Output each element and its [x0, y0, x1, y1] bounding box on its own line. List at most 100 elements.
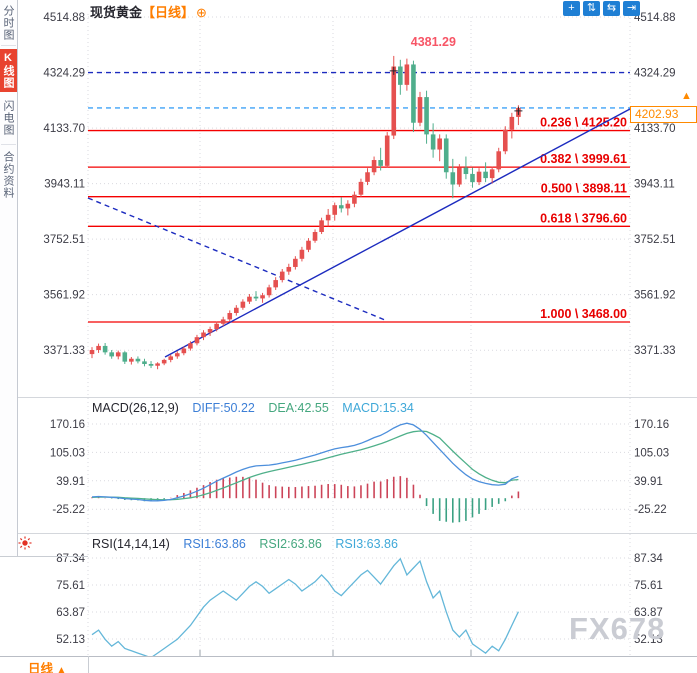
candle [214, 321, 219, 332]
candle [371, 156, 377, 176]
candle [424, 90, 429, 144]
svg-text:3943.11: 3943.11 [44, 179, 85, 191]
candle [489, 166, 495, 184]
add-compare-icon[interactable]: ⊕ [196, 5, 207, 20]
candle [378, 147, 383, 171]
candle [142, 358, 147, 367]
grid-layer [87, 14, 631, 656]
svg-text:4324.29: 4324.29 [43, 68, 85, 80]
candle [312, 229, 318, 243]
candle [384, 132, 390, 168]
axis-labels-layer: 4514.88 4514.88 4324.29 4324.29 4133.70 4133.… [43, 12, 675, 646]
macd-legend: MACD(26,12,9) DIFF:50.22 DEA:42.55 MACD:… [92, 401, 414, 415]
candle [483, 162, 488, 183]
scale-right-axis-icon[interactable]: ⇆ [603, 1, 620, 16]
macd-title: MACD(26,12,9) [92, 401, 179, 415]
candle [253, 291, 259, 302]
svg-text:4324.29: 4324.29 [634, 68, 676, 80]
rsi-layer [91, 557, 519, 659]
scroll-to-latest-icon[interactable]: ▲ [681, 90, 692, 102]
svg-text:3371.33: 3371.33 [43, 345, 85, 357]
chevron-up-icon: ▲ [56, 665, 67, 673]
candle [266, 284, 272, 298]
candle [509, 112, 515, 139]
chart-title: 现货黄金【日线】 ⊕ [90, 2, 207, 21]
candle [352, 191, 357, 208]
candle [161, 358, 167, 366]
panel-separator [0, 397, 697, 398]
candle [240, 299, 246, 310]
trendline-layer [87, 108, 631, 358]
sidebar-item-candle-chart[interactable]: K线图 [0, 49, 17, 92]
svg-text:4514.88: 4514.88 [43, 12, 85, 24]
sidebar-item-flash-chart[interactable]: 闪电图 [2, 100, 14, 136]
svg-text:0.618 \ 3796.60: 0.618 \ 3796.60 [540, 211, 627, 225]
chart-toolbar: + ⇅ ⇆ ⇥ [563, 1, 640, 16]
svg-text:52.13: 52.13 [634, 634, 663, 646]
current-price-tag: 4202.93 [630, 106, 697, 123]
svg-text:63.87: 63.87 [634, 607, 663, 619]
candle [293, 256, 298, 270]
svg-text:4133.70: 4133.70 [43, 123, 85, 135]
svg-text:39.91: 39.91 [56, 476, 85, 488]
candle [247, 294, 252, 304]
fib-retracement-layer: 0.236 \ 4125.20 0.382 \ 3999.61 0.500 \ 38… [88, 116, 630, 323]
candle [398, 59, 403, 95]
jump-to-latest-icon[interactable]: ⇥ [623, 1, 640, 16]
svg-text:-25.22: -25.22 [52, 504, 85, 516]
candle [168, 354, 174, 363]
svg-text:87.34: 87.34 [56, 553, 85, 565]
candle [345, 200, 351, 216]
candle [129, 356, 134, 365]
svg-text:75.61: 75.61 [634, 580, 663, 592]
candle [89, 347, 95, 359]
macd-dea-value: DEA:42.55 [268, 401, 329, 415]
candle [443, 134, 449, 179]
candle [365, 168, 370, 186]
svg-text:0.236 \ 4125.20: 0.236 \ 4125.20 [540, 116, 627, 130]
candle [417, 91, 423, 127]
svg-text:4381.29: 4381.29 [411, 35, 456, 49]
scale-left-axis-icon[interactable]: ⇅ [583, 1, 600, 16]
candle [358, 178, 364, 198]
svg-text:3371.33: 3371.33 [634, 345, 676, 357]
candle [96, 343, 101, 353]
rsi-legend: RSI(14,14,14) RSI1:63.86 RSI2:63.86 RSI3… [92, 537, 398, 551]
sidebar-item-contract-info[interactable]: 合约资料 [2, 151, 14, 199]
candle [299, 246, 305, 262]
sidebar-item-time-chart[interactable]: 分时图 [2, 5, 14, 41]
symbol-name: 现货黄金 [90, 5, 143, 20]
candle [273, 277, 278, 290]
candle [450, 158, 456, 199]
candle [404, 58, 410, 91]
svg-text:4133.70: 4133.70 [634, 123, 676, 135]
pan-icon[interactable]: + [563, 1, 580, 16]
rsi3-value: RSI3:63.86 [335, 537, 398, 551]
chart-type-sidebar: 分时图 K线图 闪电图 合约资料 [0, 0, 18, 556]
svg-text:105.03: 105.03 [50, 447, 85, 459]
indicator-settings-icon[interactable] [17, 535, 33, 551]
candle [338, 197, 344, 213]
period-badge: 【日线】 [142, 5, 195, 20]
panel-separator [0, 533, 697, 534]
svg-text:1.000 \ 3468.00: 1.000 \ 3468.00 [540, 307, 627, 321]
candle [470, 167, 475, 188]
period-selector[interactable]: 日线 ▲ [28, 658, 66, 673]
candle [207, 326, 213, 337]
sidebar-divider [1, 144, 16, 145]
candle [102, 343, 108, 355]
candle [411, 60, 416, 133]
sidebar-divider [1, 45, 16, 46]
gutter-separator [0, 556, 88, 557]
candle [286, 263, 292, 275]
svg-text:0.382 \ 3999.61: 0.382 \ 3999.61 [540, 152, 627, 166]
candle [227, 310, 233, 322]
svg-text:3943.11: 3943.11 [634, 179, 675, 191]
candle [332, 202, 338, 221]
svg-text:4514.88: 4514.88 [634, 12, 676, 24]
candle [135, 356, 141, 364]
marker-layer: 4381.29 [389, 35, 523, 115]
candle [476, 168, 482, 186]
macd-hist-value: MACD:15.34 [342, 401, 414, 415]
